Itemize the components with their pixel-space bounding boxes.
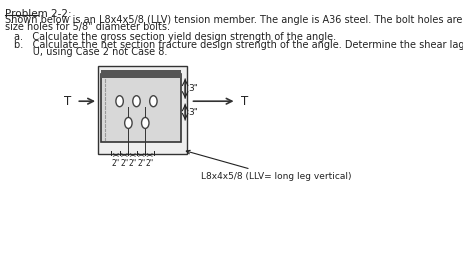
Text: 3": 3" <box>188 84 197 93</box>
Text: b.   Calculate the net section fracture design strength of the angle. Determine : b. Calculate the net section fracture de… <box>13 40 463 50</box>
Text: size holes for 5/8" diameter bolts.: size holes for 5/8" diameter bolts. <box>6 22 170 32</box>
Circle shape <box>116 96 123 107</box>
Circle shape <box>125 117 132 129</box>
Text: 3": 3" <box>188 108 197 117</box>
Text: U, using Case 2 not Case 8.: U, using Case 2 not Case 8. <box>13 47 167 57</box>
Bar <box>101 74 181 142</box>
Text: 2": 2" <box>128 159 137 168</box>
Text: T: T <box>241 95 248 108</box>
Text: L8x4x5/8 (LLV= long leg vertical): L8x4x5/8 (LLV= long leg vertical) <box>186 150 351 181</box>
Bar <box>98 66 187 154</box>
Text: Shown below is an L8x4x5/8 (LLV) tension member. The angle is A36 steel. The bol: Shown below is an L8x4x5/8 (LLV) tension… <box>6 15 463 25</box>
Circle shape <box>141 117 149 129</box>
Text: 2": 2" <box>120 159 128 168</box>
Text: 2": 2" <box>137 159 145 168</box>
Circle shape <box>150 96 157 107</box>
Bar <box>101 70 181 78</box>
Text: T: T <box>64 95 71 108</box>
Text: a.   Calculate the gross section yield design strength of the angle.: a. Calculate the gross section yield des… <box>13 32 335 42</box>
Text: Problem 2-2:: Problem 2-2: <box>6 9 72 19</box>
Circle shape <box>132 96 140 107</box>
Text: 2": 2" <box>112 159 120 168</box>
Text: 2": 2" <box>145 159 153 168</box>
